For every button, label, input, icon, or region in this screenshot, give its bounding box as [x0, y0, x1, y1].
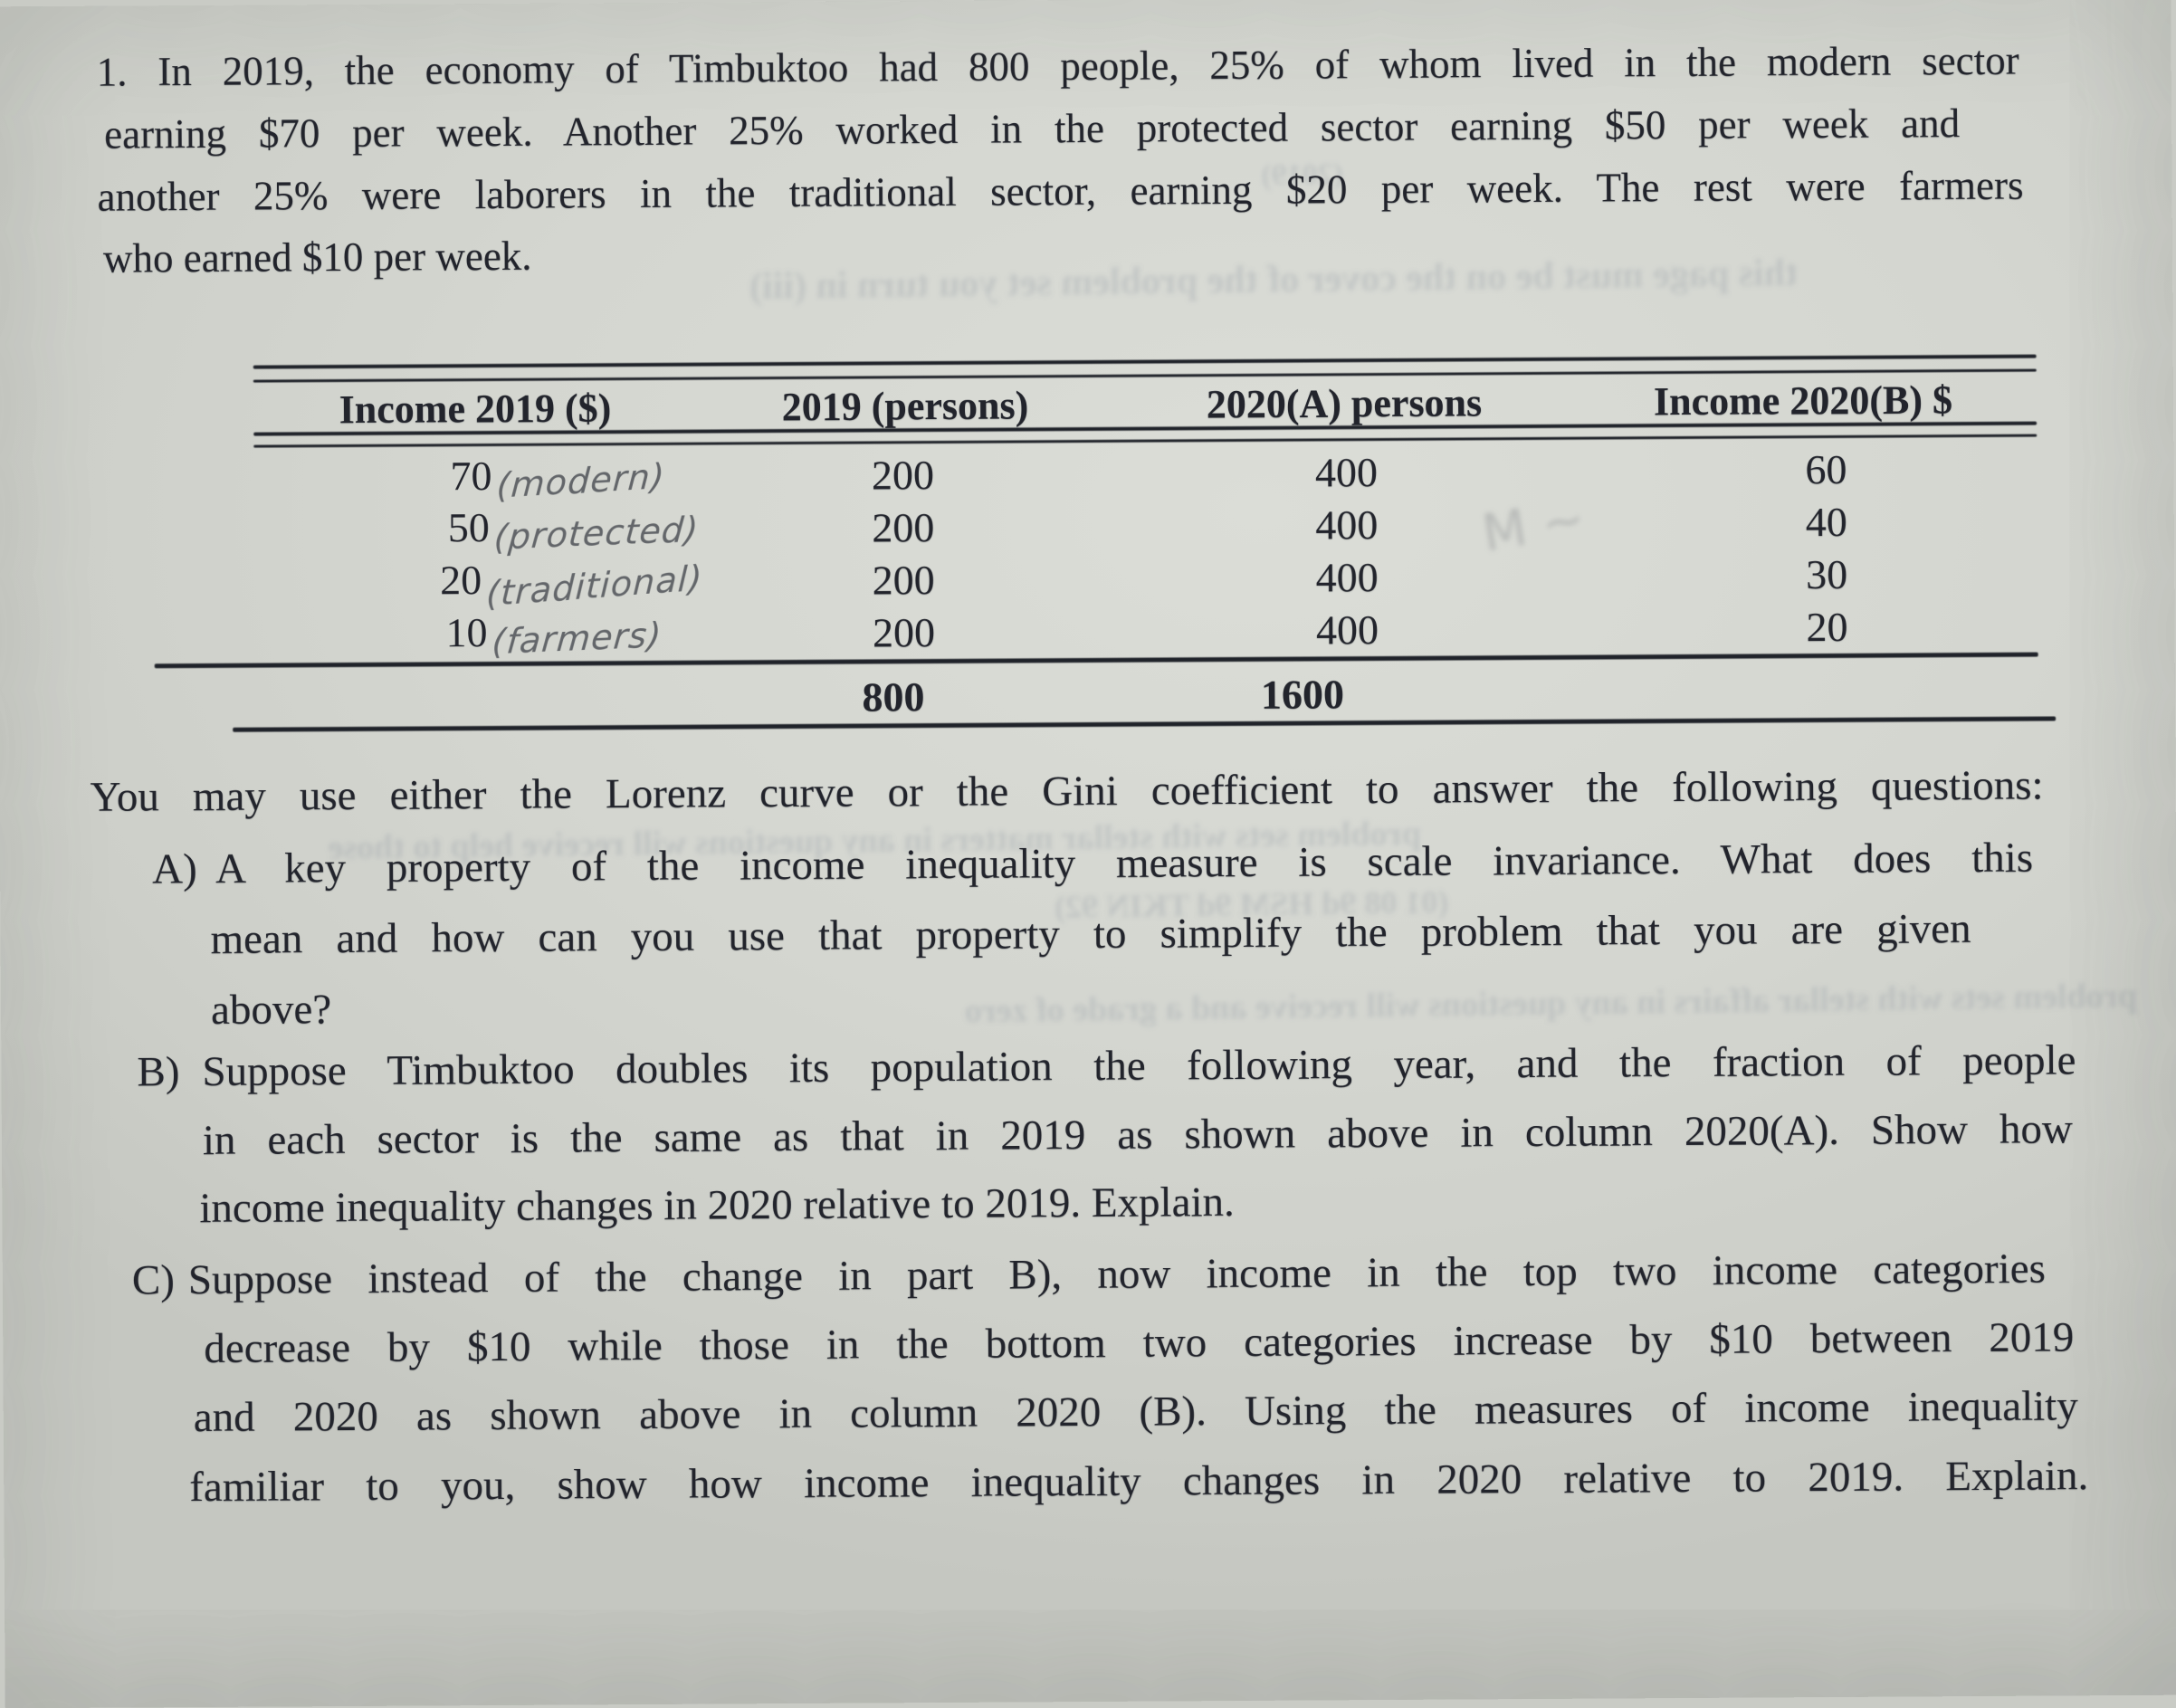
- table-row: 50(protected) 200 400 40: [0, 0, 2171, 558]
- column-header-2019-persons: 2019 (persons): [781, 383, 1029, 430]
- column-header-income-2019: Income 2019 ($): [339, 386, 612, 433]
- handwritten-note: (modern): [495, 456, 667, 506]
- question-b-label: B): [137, 1048, 180, 1096]
- question-a-line-3: above?: [210, 986, 332, 1034]
- question-c-label: C): [131, 1256, 176, 1304]
- question-b-line-1: Suppose Timbuktoo doubles its population…: [202, 1036, 2076, 1095]
- persons-2019-value: 200: [871, 452, 935, 499]
- income-2020b-value: 40: [1805, 498, 1847, 546]
- problem-line-2: earning $70 per week. Another 25% worked…: [103, 100, 1961, 157]
- table-rule-bottom: [233, 716, 2057, 732]
- handwritten-note: (farmers): [490, 615, 663, 663]
- persons-2020a-value: 400: [1315, 606, 1379, 654]
- table-row: 70(modern) 200 400 60: [0, 0, 2171, 506]
- question-a-line-1: A key property of the income inequality …: [215, 834, 2034, 892]
- questions-section: You may use either the Lorenz curve or t…: [0, 0, 2171, 1512]
- income-2020b-value: 60: [1805, 445, 1847, 493]
- pencil-smudge: M ~: [1478, 489, 1589, 564]
- problem-line-4: who earned $10 per week.: [102, 233, 532, 281]
- question-c-line-1: Suppose instead of the change in part B)…: [187, 1245, 2046, 1304]
- totals-row: 800 1600: [0, 0, 2171, 720]
- handwritten-note: (protected): [492, 509, 701, 558]
- income-2019-value: 20: [439, 557, 482, 604]
- income-2019-value: 50: [447, 504, 490, 551]
- bleed-through-text-cover: this page must be on the cover of the pr…: [749, 252, 1799, 308]
- persons-2019-value: 200: [872, 557, 935, 604]
- total-persons-2020a: 1600: [1260, 671, 1345, 718]
- question-c-line-3: and 2020 as shown above in column 2020 (…: [193, 1382, 2078, 1442]
- income-2020b-value: 30: [1805, 550, 1848, 598]
- problem-paragraph: 1. In 2019, the economy of Timbuktoo had…: [0, 0, 2171, 281]
- question-b-line-2: in each sector is the same as that in 20…: [202, 1105, 2074, 1164]
- question-b-line-3: income inequality changes in 2020 relati…: [199, 1178, 1235, 1233]
- total-persons-2019: 800: [862, 673, 925, 720]
- table-rule-top-1: [253, 354, 2037, 369]
- table-row: 10(farmers) 200 400 20: [0, 0, 2171, 662]
- income-table: Income 2019 ($) 2019 (persons) 2020(A) p…: [0, 0, 2171, 732]
- question-c-line-2: decrease by $10 while those in the botto…: [204, 1313, 2075, 1372]
- income-2020b-value: 20: [1806, 603, 1848, 651]
- column-header-2020a-persons: 2020(A) persons: [1206, 380, 1483, 427]
- questions-intro: You may use either the Lorenz curve or t…: [90, 761, 2044, 821]
- persons-2020a-value: 400: [1314, 449, 1379, 496]
- persons-2020a-value: 400: [1315, 501, 1379, 549]
- bleed-through-text-band-3: problem sets with stellar affairs in any…: [964, 977, 2138, 1031]
- question-a-line-2: mean and how can you use that property t…: [210, 905, 1971, 963]
- persons-2019-value: 200: [872, 504, 935, 551]
- problem-line-3: another 25% were laborers in the traditi…: [97, 162, 2024, 220]
- income-2019-value: 70: [450, 453, 492, 500]
- column-header-income-2020b: Income 2020(B) $: [1653, 377, 1953, 425]
- problem-line-1: 1. In 2019, the economy of Timbuktoo had…: [96, 37, 2019, 95]
- question-c-line-4: familiar to you, show how income inequal…: [189, 1452, 2089, 1512]
- handwritten-note: (traditional): [485, 558, 704, 615]
- income-2019-value: 10: [445, 609, 488, 656]
- persons-2019-value: 200: [872, 609, 936, 656]
- table-rule-pre-total: [154, 652, 2038, 669]
- table-row: 20 (traditional) 200 400 30: [0, 0, 2171, 614]
- persons-2020a-value: 400: [1315, 554, 1379, 601]
- question-a-label: A): [151, 845, 197, 893]
